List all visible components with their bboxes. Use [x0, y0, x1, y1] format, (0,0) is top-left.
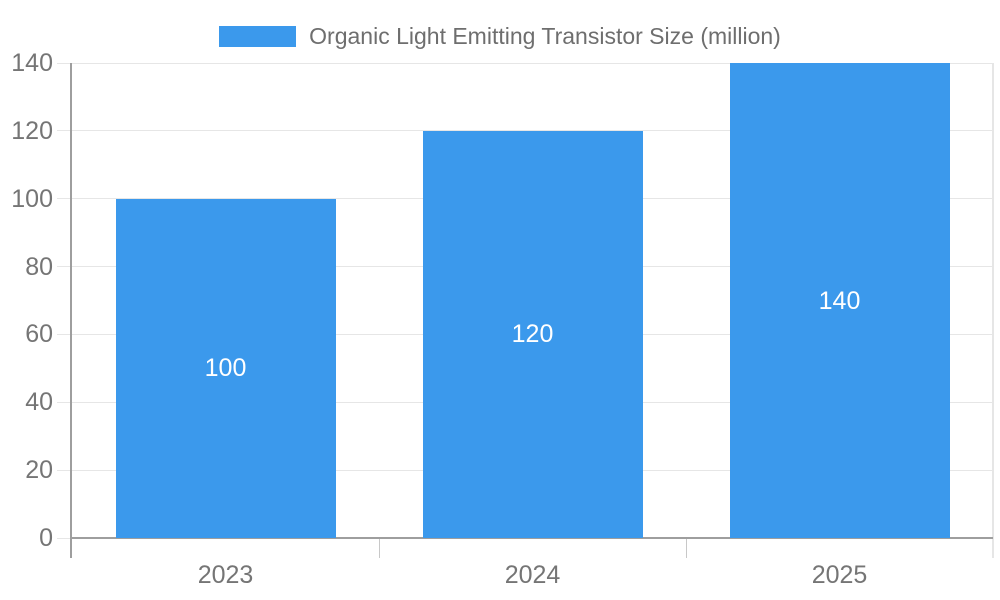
bar-value-label-2023: 100: [204, 354, 247, 383]
y-axis-line: [70, 63, 72, 558]
legend-label: Organic Light Emitting Transistor Size (…: [309, 23, 781, 49]
bar-2023[interactable]: 100: [115, 198, 336, 538]
chart-legend[interactable]: Organic Light Emitting Transistor Size (…: [0, 25, 1000, 48]
y-tick-label-100: 100: [11, 184, 53, 213]
legend-swatch-icon: [219, 26, 297, 47]
y-tick-label-120: 120: [11, 116, 53, 145]
x-tick-label-2025: 2025: [811, 561, 868, 589]
plot-right-border: [992, 63, 994, 558]
bar-2025[interactable]: 140: [729, 63, 950, 538]
x-axis-tick: [685, 538, 687, 558]
x-axis-tick: [378, 538, 380, 558]
y-tick-label-20: 20: [25, 456, 53, 485]
x-tick-label-2023: 2023: [197, 561, 254, 589]
bar-value-label-2025: 140: [818, 286, 861, 315]
x-axis-line: [72, 537, 993, 539]
y-tick-label-60: 60: [25, 320, 53, 349]
x-tick-label-2024: 2024: [504, 561, 561, 589]
y-axis-tick: [57, 537, 72, 539]
y-tick-label-80: 80: [25, 252, 53, 281]
bar-value-label-2024: 120: [511, 320, 554, 349]
bar-2024[interactable]: 120: [422, 130, 643, 538]
gridline: [57, 62, 993, 64]
y-tick-label-40: 40: [25, 388, 53, 417]
y-tick-label-140: 140: [11, 49, 53, 77]
y-tick-label-0: 0: [39, 524, 53, 552]
plot-area: 0 20 40 60 80 100 120 140 100 2023 120 2024 140 2025: [11, 50, 994, 589]
